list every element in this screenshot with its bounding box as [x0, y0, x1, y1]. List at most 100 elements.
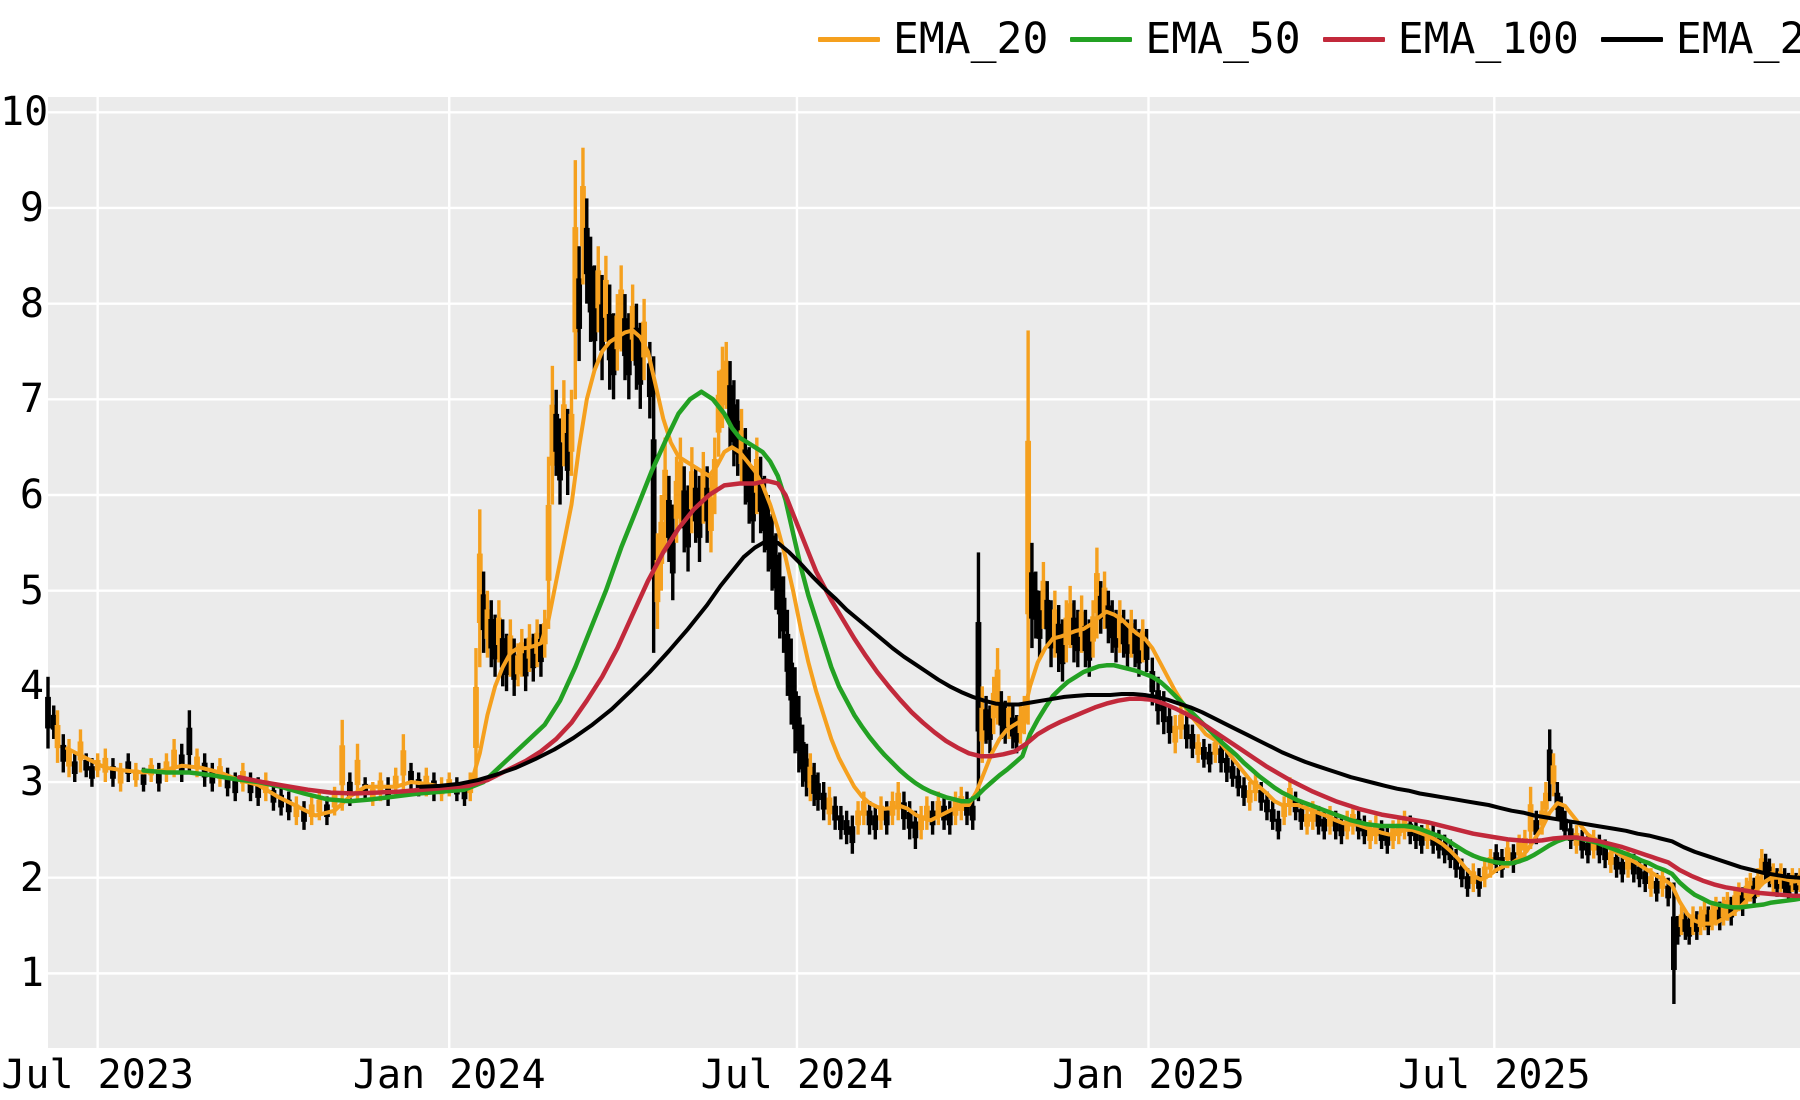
price-bar-body [872, 815, 879, 831]
price-bar-body [935, 800, 942, 816]
price-bar-body [102, 757, 109, 773]
price-bar-body [89, 766, 95, 779]
price-bar-body [140, 774, 147, 785]
price-bar-body [50, 714, 57, 730]
price-bar-body [803, 758, 810, 782]
price-bar-body [117, 770, 124, 784]
price-bar-body [1510, 852, 1517, 865]
price-bar-body [1636, 866, 1643, 880]
price-bar-body [511, 654, 518, 680]
price-bar-body [1720, 904, 1727, 918]
legend-item-ema20: EMA_20 [818, 14, 1048, 64]
price-bar-body [969, 805, 976, 821]
price-bar-body [1585, 842, 1591, 856]
price-bar-body [66, 749, 72, 767]
price-bar-body [1735, 890, 1742, 904]
price-bar-body [1453, 857, 1459, 870]
price-bar-body [507, 635, 514, 661]
price-bar-body [1436, 837, 1442, 851]
price-bar-body [518, 642, 525, 664]
price-bar-body [583, 227, 590, 275]
y-tick-label: 2 [19, 854, 44, 901]
price-bar-body [895, 792, 902, 810]
price-bar-body [1747, 880, 1754, 894]
price-bar-body [1097, 595, 1104, 619]
x-tick-label: Jan 2024 [352, 1052, 546, 1098]
price-bar-body [1212, 742, 1219, 755]
price-bar-body [742, 449, 749, 484]
price-bar-body [641, 321, 648, 358]
price-bar-body [799, 742, 806, 770]
price-bar-body [1521, 837, 1528, 851]
price-bar-body [530, 647, 537, 669]
price-bar-body [912, 821, 919, 839]
price-bar-body [964, 800, 970, 816]
price-bar-body [339, 745, 346, 786]
y-tick-label: 7 [19, 376, 44, 423]
price-bar-body [1558, 805, 1565, 821]
price-bar-body [1252, 780, 1259, 794]
price-bar-body [1630, 861, 1637, 875]
price-bar-body [1447, 847, 1454, 861]
price-bar-body [946, 810, 953, 826]
price-bar-body [1458, 866, 1465, 880]
price-bar-body [515, 655, 521, 675]
price-bar-body [681, 490, 688, 529]
price-bar-body [1546, 749, 1553, 782]
price-bar-body [711, 459, 718, 493]
price-bar-body [580, 186, 586, 247]
price-bar-body [408, 770, 414, 784]
ema200-line [418, 538, 1800, 880]
price-bar-body [1567, 828, 1574, 841]
price-bar-body [45, 696, 51, 729]
price-bar-body [669, 531, 676, 574]
price-bar-body [1090, 616, 1096, 642]
price-bar-body [765, 516, 772, 551]
price-bar-body [983, 709, 989, 731]
price-bar-body [994, 669, 1001, 704]
price-bar-body [1189, 733, 1196, 749]
price-bar-body [1579, 837, 1586, 851]
price-bar-body [480, 594, 487, 631]
price-bar-body [614, 315, 621, 350]
price-bar-body [1793, 879, 1800, 891]
price-bar-body [1309, 809, 1316, 822]
price-bar-body [750, 487, 756, 522]
price-bar-body [1304, 813, 1310, 827]
price-bar-body [738, 430, 745, 465]
x-tick-label: Jul 2024 [700, 1052, 894, 1098]
price-bar-body [688, 471, 695, 510]
price-bar-body [522, 653, 529, 677]
price-bar-body [673, 480, 680, 519]
price-bar-body [1218, 748, 1224, 764]
price-bar-body [610, 337, 617, 376]
legend-item-ema200: EMA_200 [1600, 14, 1800, 64]
price-bar-body [1361, 823, 1368, 837]
price-bar-body [599, 304, 605, 351]
legend: EMA_20 EMA_50 EMA_100 EMA_200 [818, 14, 1800, 64]
price-bar-body [591, 294, 598, 342]
price-bar-body [1739, 895, 1746, 908]
x-tick-label: Jul 2023 [1, 1052, 194, 1098]
price-bar-body [1481, 866, 1488, 880]
price-bar-body [1132, 632, 1139, 654]
price-bar-body [646, 363, 653, 398]
price-bar-body [637, 346, 644, 385]
price-bar-body [820, 792, 827, 810]
price-bar-body [1051, 609, 1058, 639]
price-bar-body [815, 783, 821, 801]
price-bar-body [1109, 614, 1116, 639]
price-bar-body [499, 638, 506, 668]
price-bar-body [1128, 623, 1135, 645]
price-bar-body [1139, 631, 1146, 651]
price-bar-body [1149, 671, 1156, 693]
price-bar-body [110, 766, 116, 779]
price-bar-body [1785, 880, 1792, 894]
price-bar-body [308, 804, 315, 818]
price-bar-body [1113, 624, 1119, 648]
price-bar-body [278, 794, 284, 808]
price-bar-body [883, 810, 890, 826]
price-bar-body [549, 404, 556, 466]
price-bar-body [1178, 714, 1184, 730]
